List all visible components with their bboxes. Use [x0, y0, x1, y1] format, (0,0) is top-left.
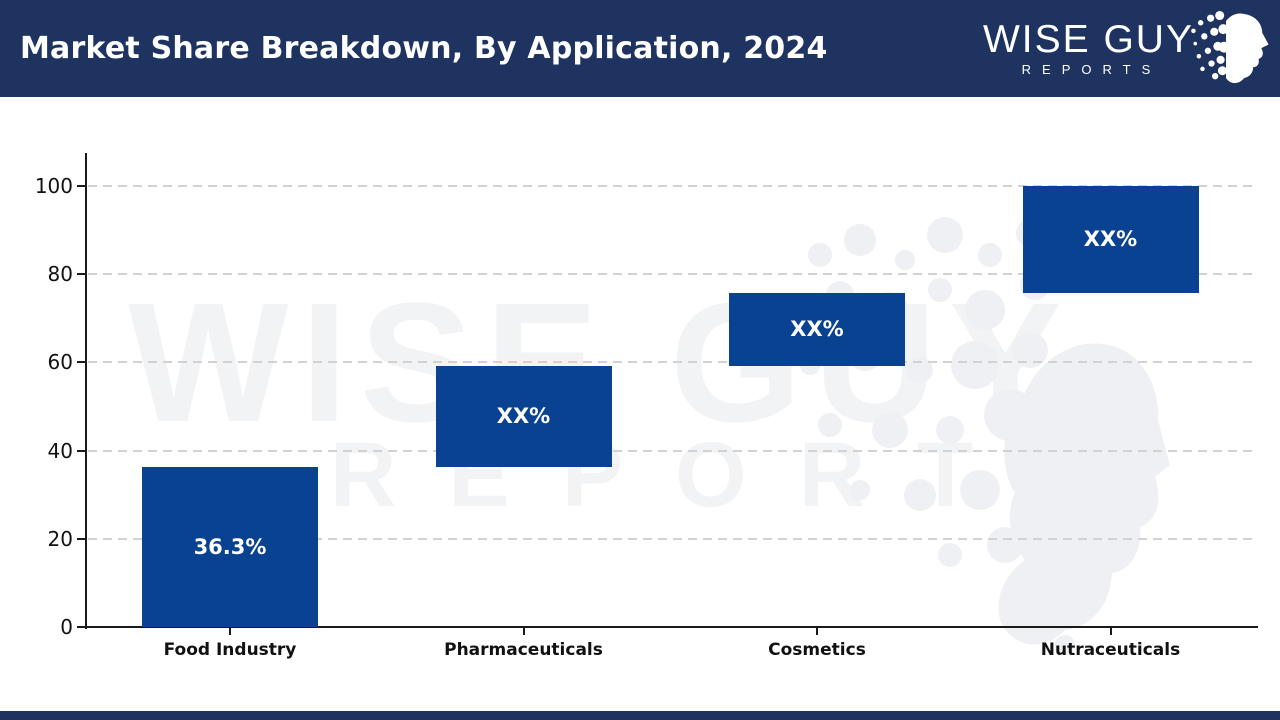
x-tick-mark-nutraceuticals: [1109, 628, 1112, 635]
y-axis-line: [85, 153, 87, 629]
header-bar: Market Share Breakdown, By Application, …: [0, 0, 1280, 97]
x-axis-label-food-industry: Food Industry: [163, 640, 297, 660]
logo-head-icon: [1191, 10, 1269, 83]
x-tick-mark-food-industry: [229, 628, 231, 635]
logo-sub-text: REPORTS: [1021, 62, 1162, 77]
x-tick-mark-cosmetics: [816, 628, 818, 635]
gridline-100: [88, 185, 1258, 187]
x-axis-label-pharmaceuticals: Pharmaceuticals: [444, 640, 603, 660]
y-tick-mark-20: [77, 537, 85, 540]
bar-value-label-pharmaceuticals: XX%: [496, 404, 551, 429]
bar-value-label-cosmetics: XX%: [790, 317, 844, 342]
bar-food-industry: 36.3%: [142, 466, 318, 627]
x-axis-label-cosmetics: Cosmetics: [768, 640, 866, 660]
x-tick-mark-pharmaceuticals: [522, 628, 525, 635]
gridline-60: [88, 361, 1258, 364]
bar-value-label-food-industry: 36.3%: [193, 534, 267, 559]
bar-value-label-nutraceuticals: XX%: [1083, 227, 1138, 252]
bar-nutraceuticals: XX%: [1022, 186, 1199, 293]
gridline-40: [88, 449, 1258, 452]
y-tick-mark-60: [77, 361, 85, 364]
logo-name-text: WISE GUY: [982, 18, 1194, 61]
y-tick-label-0: 0: [60, 615, 73, 639]
page-title: Market Share Breakdown, By Application, …: [20, 31, 828, 66]
x-axis-label-nutraceuticals: Nutraceuticals: [1040, 640, 1181, 660]
y-tick-mark-100: [77, 185, 85, 187]
bar-cosmetics: XX%: [729, 292, 905, 366]
bar-pharmaceuticals: XX%: [435, 365, 612, 467]
gridline-80: [88, 273, 1258, 276]
gridline-20: [88, 537, 1258, 540]
y-tick-mark-80: [77, 273, 85, 276]
logo-wordmark: WISE GUY REPORTS: [982, 18, 1194, 78]
footer-bar: [0, 711, 1280, 720]
wiseguy-logo: WISE GUY REPORTS: [983, 7, 1274, 91]
y-tick-label-40: 40: [47, 438, 73, 463]
y-tick-label-100: 100: [34, 174, 73, 198]
y-tick-label-60: 60: [47, 350, 73, 375]
y-tick-mark-40: [77, 449, 85, 452]
y-tick-label-20: 20: [47, 526, 73, 551]
y-tick-mark-0: [77, 626, 85, 628]
y-tick-label-80: 80: [47, 262, 73, 287]
x-axis-line: [84, 626, 1258, 628]
